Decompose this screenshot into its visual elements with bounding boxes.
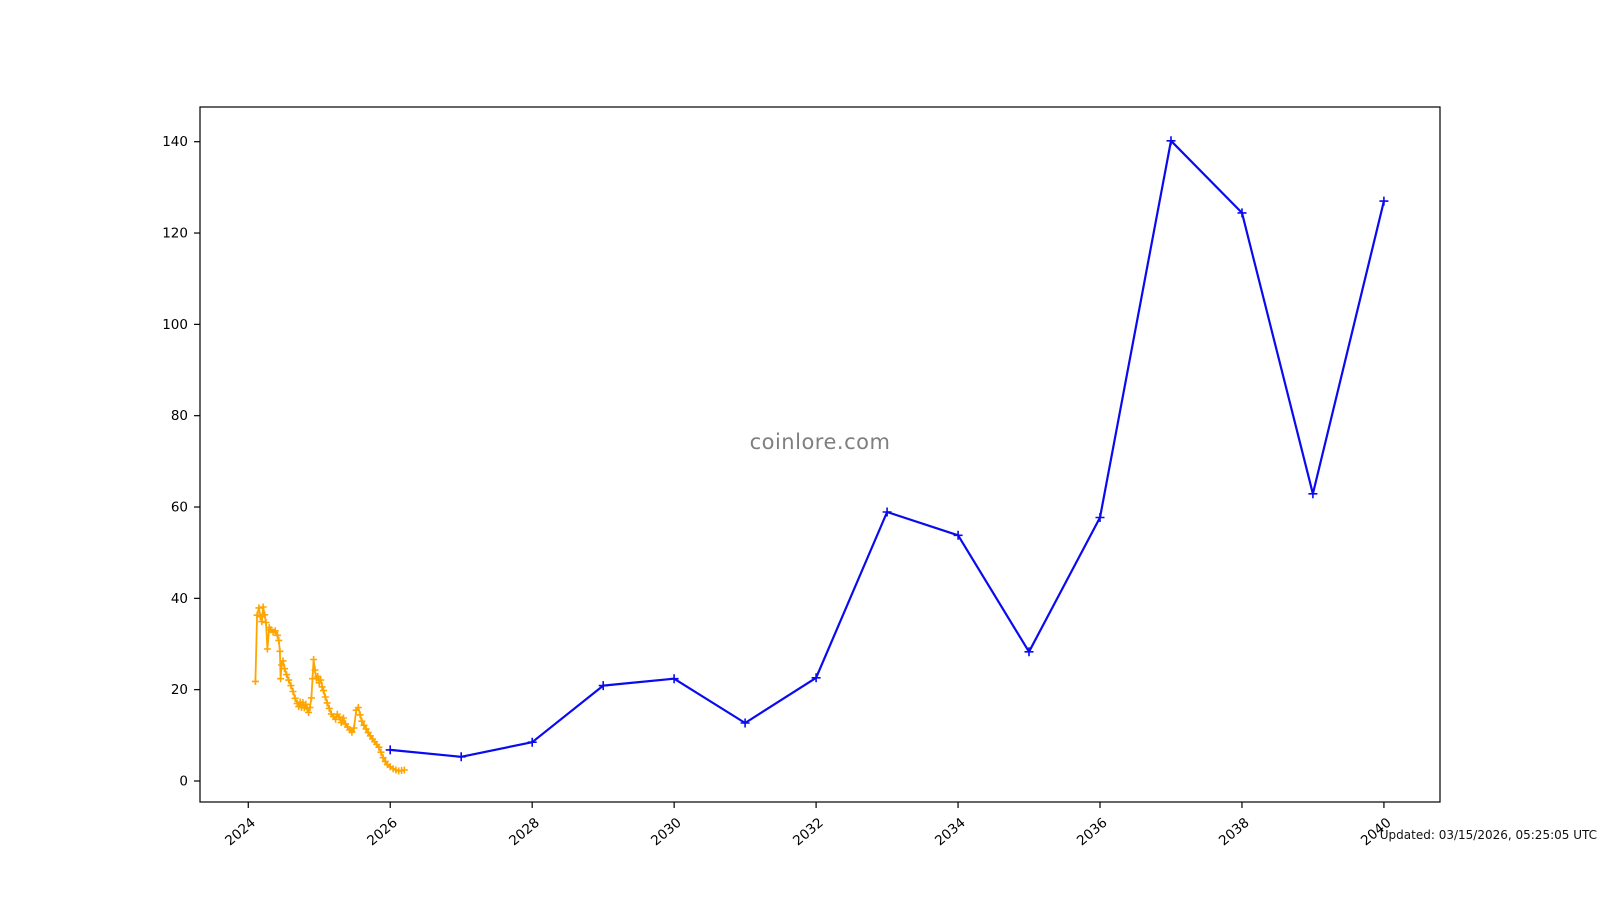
y-tick-label: 80 <box>171 408 188 424</box>
x-tick-label: 2026 <box>364 815 401 849</box>
x-tick-label: 2024 <box>222 815 259 849</box>
y-tick-label: 60 <box>171 500 188 516</box>
y-tick-label: 40 <box>171 591 188 607</box>
x-tick-label: 2028 <box>506 815 543 849</box>
x-tick-label: 2036 <box>1074 815 1111 849</box>
forecast-price-markers <box>385 136 1389 762</box>
historical-price-markers <box>251 603 408 775</box>
y-tick-label: 100 <box>162 317 188 333</box>
x-tick-label: 2038 <box>1216 815 1253 849</box>
y-tick-label: 140 <box>162 134 188 150</box>
y-tick-label: 20 <box>171 682 188 698</box>
x-tick-label: 2030 <box>648 815 685 849</box>
y-tick-label: 0 <box>179 773 188 789</box>
x-tick-label: 2032 <box>790 815 827 849</box>
x-tick-label: 2034 <box>932 815 969 849</box>
updated-timestamp: Updated: 03/15/2026, 05:25:05 UTC <box>1379 828 1597 842</box>
y-tick-label: 120 <box>162 226 188 242</box>
watermark: coinlore.com <box>749 430 891 454</box>
plot-border <box>199 106 1441 803</box>
